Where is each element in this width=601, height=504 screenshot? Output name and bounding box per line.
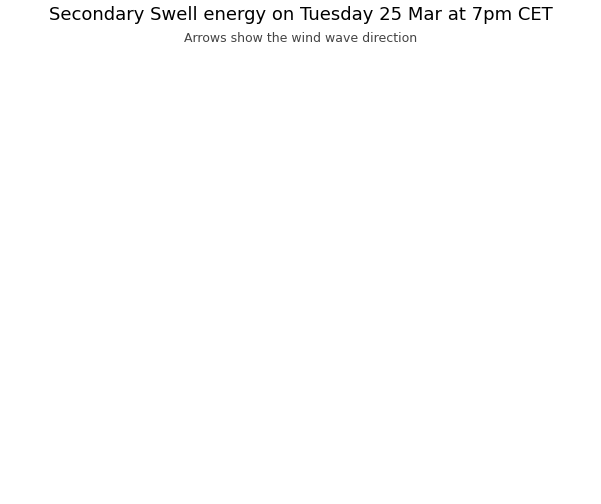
Text: Cartopy required: Cartopy required [218, 261, 383, 280]
Text: Secondary Swell energy on Tuesday 25 Mar at 7pm CET: Secondary Swell energy on Tuesday 25 Mar… [49, 7, 552, 24]
Text: Arrows show the wind wave direction: Arrows show the wind wave direction [184, 32, 417, 45]
